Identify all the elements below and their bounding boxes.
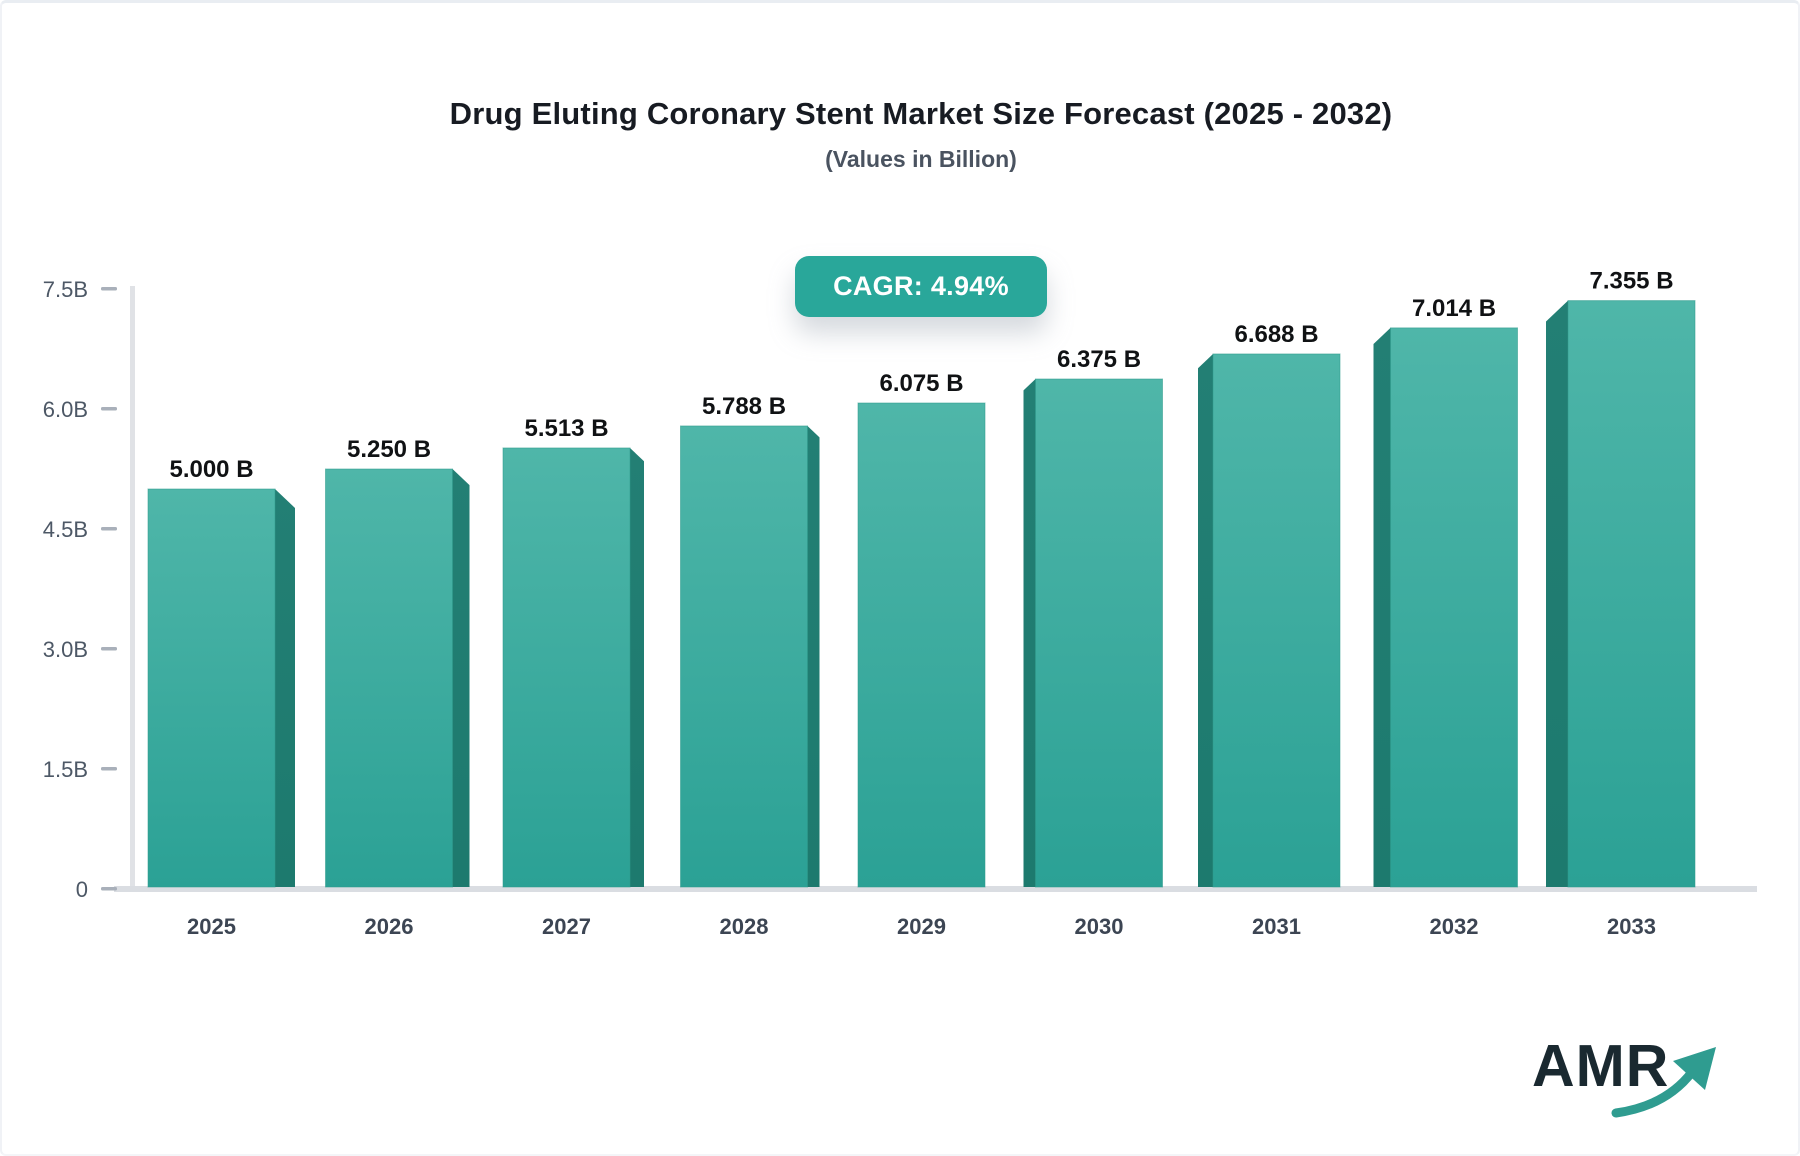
bar-2029[interactable]	[857, 402, 986, 888]
bar-2028[interactable]	[680, 425, 808, 888]
bar-2031[interactable]	[1212, 353, 1341, 888]
y-tick-mark	[101, 767, 117, 771]
x-tick-label: 2032	[1430, 914, 1479, 939]
amr-logo: AMR	[1520, 1032, 1750, 1137]
x-tick-label: 2026	[365, 914, 414, 939]
bar-value-label: 5.250 B	[347, 436, 431, 463]
x-tick-label: 2028	[720, 914, 769, 939]
bar-2027[interactable]	[502, 447, 631, 888]
x-tick-label: 2029	[897, 914, 946, 939]
bar-side-2025	[275, 489, 295, 887]
chart-subtitle: (Values in Billion)	[825, 146, 1017, 172]
bar-2026[interactable]	[325, 468, 453, 888]
bar-value-label: 6.688 B	[1234, 321, 1318, 348]
bar-value-label: 7.014 B	[1412, 295, 1496, 322]
y-tick-label: 3.0B	[43, 637, 88, 662]
y-tick-mark	[101, 407, 117, 411]
cagr-badge: CAGR: 4.94%	[795, 256, 1047, 317]
bar-side-2030	[1023, 379, 1036, 887]
bar-2033[interactable]	[1567, 300, 1696, 888]
bar-value-label: 5.788 B	[702, 393, 786, 420]
y-tick-mark	[101, 527, 117, 531]
bar-value-label: 5.513 B	[524, 415, 608, 442]
y-tick-label: 6.0B	[43, 397, 88, 422]
y-tick-label: 7.5B	[43, 277, 88, 302]
y-tick-mark	[101, 887, 117, 891]
growth-arrow-icon	[1611, 1047, 1716, 1118]
bar-2030[interactable]	[1035, 378, 1163, 888]
y-tick-mark	[101, 287, 117, 291]
bar-value-label: 6.375 B	[1057, 346, 1141, 373]
x-tick-label: 2033	[1607, 914, 1656, 939]
y-axis-line	[130, 286, 135, 892]
page-title: Drug Eluting Coronary Stent Market Size …	[449, 96, 1393, 131]
bar-side-2026	[452, 469, 470, 887]
x-tick-label: 2031	[1252, 914, 1301, 939]
bar-2025[interactable]	[147, 488, 276, 888]
bar-value-label: 5.000 B	[169, 456, 253, 483]
y-tick-label: 1.5B	[43, 757, 88, 782]
y-tick-label: 4.5B	[43, 517, 88, 542]
x-tick-label: 2027	[542, 914, 591, 939]
cagr-badge-row: CAGR: 4.94%	[42, 256, 1800, 317]
bar-side-2033	[1546, 300, 1568, 888]
x-axis-line	[114, 886, 1757, 892]
bar-side-2028	[807, 425, 820, 887]
y-tick-mark	[101, 647, 117, 651]
bar-side-2031	[1198, 353, 1213, 888]
bar-2032[interactable]	[1390, 327, 1518, 888]
x-tick-label: 2025	[187, 914, 236, 939]
bar-value-label: 6.075 B	[879, 370, 963, 397]
amr-logo-text: AMR	[1532, 1033, 1670, 1099]
bar-side-2027	[630, 447, 644, 887]
bar-side-2032	[1373, 327, 1391, 887]
x-tick-label: 2030	[1075, 914, 1124, 939]
bar-value-label: 7.355 B	[1589, 268, 1673, 295]
y-tick-label: 0	[76, 877, 88, 902]
